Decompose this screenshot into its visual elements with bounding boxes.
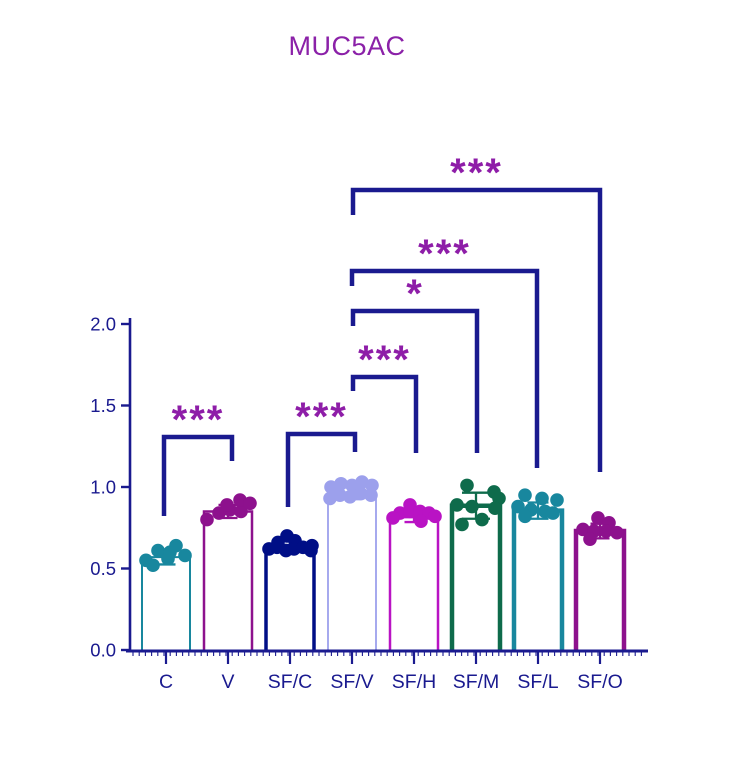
data-point-sf-v	[333, 488, 347, 502]
sig-stars-sf-c-sf-v: ***	[295, 395, 348, 439]
data-point-v	[243, 496, 257, 511]
x-category-label-v: V	[221, 671, 234, 693]
sig-bracket-sf-v-sf-o	[350, 187, 603, 472]
data-point-sf-l	[511, 499, 525, 514]
data-point-c	[161, 551, 175, 566]
bar-sf-o	[573, 528, 627, 651]
data-point-sf-c	[305, 538, 319, 553]
data-point-sf-m	[460, 478, 474, 493]
data-point-sf-v	[365, 478, 379, 493]
data-point-sf-l	[518, 488, 532, 502]
sig-bracket-c-v	[161, 434, 235, 516]
data-point-v	[220, 498, 234, 512]
data-point-c	[169, 538, 183, 553]
data-point-sf-v	[334, 476, 348, 491]
bar-sf-h	[388, 515, 440, 651]
y-tick-label: 0.0	[90, 640, 116, 661]
data-point-sf-l	[550, 493, 564, 507]
data-point-sf-h	[386, 511, 400, 525]
y-tick-label: 1.0	[90, 477, 116, 498]
bar-c	[141, 556, 191, 651]
bar-sf-c	[264, 543, 316, 651]
chart-title: MUC5AC	[288, 31, 406, 61]
data-point-sf-o	[583, 532, 597, 546]
data-point-sf-o	[591, 511, 605, 525]
data-point-sf-l	[546, 506, 560, 520]
sig-bracket-sf-v-sf-l	[349, 268, 540, 468]
bar-v	[202, 510, 254, 651]
y-tick-label: 1.5	[90, 395, 116, 416]
data-point-c	[151, 543, 165, 558]
data-point-sf-h	[428, 509, 442, 524]
sig-stars-sf-v-sf-o: ***	[450, 151, 503, 195]
data-point-sf-h	[403, 504, 417, 519]
sig-stars-sf-v-sf-m: *	[406, 272, 424, 316]
data-point-sf-v	[354, 486, 368, 501]
data-point-sf-m	[475, 512, 489, 527]
x-category-label-sf-m: SF/M	[453, 671, 500, 693]
data-point-sf-m	[455, 517, 469, 532]
sig-bracket-sf-v-sf-h	[350, 374, 419, 453]
sig-stars-c-v: ***	[172, 398, 225, 442]
data-point-sf-o	[610, 525, 624, 540]
data-point-sf-o	[576, 522, 590, 537]
x-category-label-sf-v: SF/V	[330, 671, 373, 693]
x-category-label-sf-h: SF/H	[392, 671, 436, 693]
x-category-label-sf-o: SF/O	[577, 671, 623, 693]
x-category-label-c: C	[159, 671, 173, 693]
x-category-label-sf-l: SF/L	[517, 671, 558, 693]
data-point-v	[234, 504, 248, 519]
sig-stars-sf-v-sf-l: ***	[418, 232, 471, 276]
data-point-c	[178, 548, 192, 563]
sig-bracket-sf-v-sf-m	[350, 308, 480, 453]
y-tick-label: 0.5	[90, 558, 116, 579]
data-point-c	[146, 558, 160, 573]
y-tick-label: 2.0	[90, 314, 116, 335]
data-point-sf-h	[414, 514, 428, 529]
data-point-sf-v	[364, 488, 378, 502]
data-point-sf-l	[518, 509, 532, 524]
data-point-v	[200, 512, 214, 527]
x-category-label-sf-c: SF/C	[268, 671, 312, 693]
data-point-sf-m	[465, 499, 479, 514]
data-point-sf-l	[535, 491, 549, 506]
bar-sf-v	[327, 491, 377, 651]
data-point-sf-m	[488, 501, 502, 515]
data-point-sf-v	[343, 489, 357, 504]
data-point-sf-m	[450, 498, 464, 512]
data-point-sf-o	[599, 524, 613, 538]
sig-stars-sf-v-sf-h: ***	[358, 338, 411, 382]
sig-bracket-sf-c-sf-v	[285, 431, 358, 507]
bar-sf-l	[511, 508, 565, 651]
